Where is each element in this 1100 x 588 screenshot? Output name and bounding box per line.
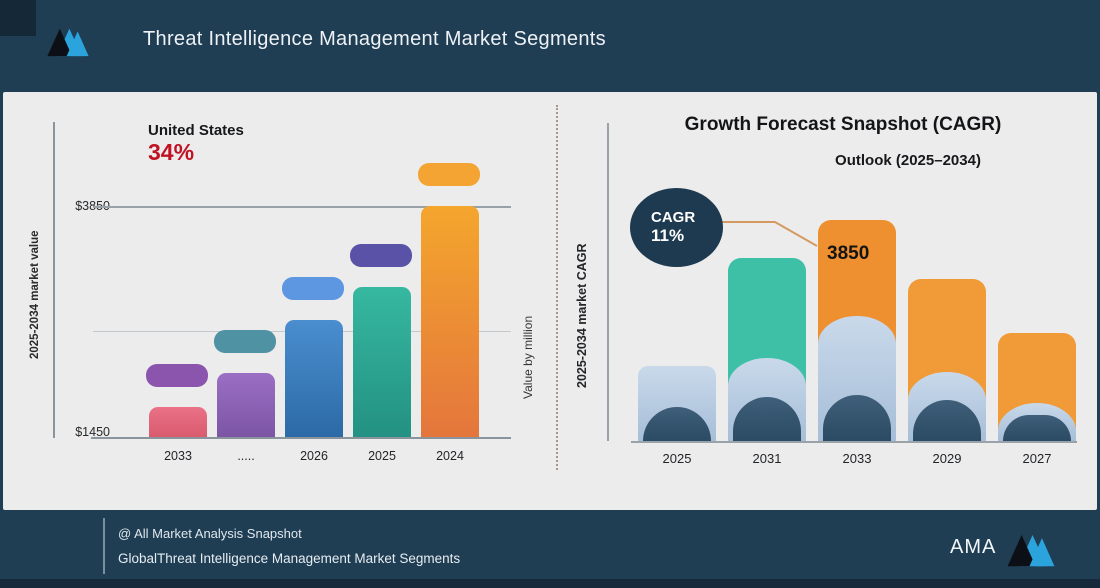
bar-group-2025: 2025: [350, 137, 412, 463]
value-by-million-label: Value by million: [521, 315, 535, 399]
x-tick-label: .....: [237, 449, 255, 463]
right-chart-title: Growth Forecast Snapshot (CAGR): [684, 114, 1002, 135]
bar-group-2024: 2024: [418, 137, 480, 463]
bar-group-.....: .....: [214, 137, 276, 463]
stacked-bar-group-2025: 2025: [638, 366, 716, 466]
left-x-axis-line: [91, 437, 511, 439]
footer-note: @ All Market Analysis Snapshot: [118, 526, 302, 541]
bar-group-2026: 2026: [282, 137, 344, 463]
cagr-badge-label: CAGR: [651, 209, 696, 226]
x-tick-label: 2025: [662, 451, 692, 466]
stacked-bar-group-2031: 2031: [728, 258, 806, 466]
bar-cap: [214, 330, 276, 353]
page-title: Threat Intelligence Management Market Se…: [143, 28, 606, 50]
ama-logo-icon: [47, 28, 89, 57]
x-tick-label: 2026: [300, 449, 328, 463]
footer-caption: GlobalThreat Intelligence Management Mar…: [118, 551, 461, 566]
bar: [353, 287, 411, 437]
bar-value-annotation: 3850: [827, 243, 870, 264]
corner-accent-square: [0, 0, 36, 36]
y-tick-3850: $3850: [58, 199, 110, 213]
base-segment: [1003, 415, 1071, 441]
footer-bar: @ All Market Analysis Snapshot GlobalThr…: [0, 510, 1100, 588]
x-tick-label: 2029: [932, 451, 962, 466]
bar: [421, 206, 479, 437]
chart-card: 2025-2034 market value $3850 $1450 Unite…: [3, 92, 1097, 510]
bar: [217, 373, 275, 437]
footer-brand-text: AMA: [950, 536, 997, 558]
header-bar: Threat Intelligence Management Market Se…: [0, 0, 1100, 92]
ama-footer-logo-icon: [1007, 534, 1055, 567]
left-chart-title: United States: [148, 122, 244, 139]
cagr-badge: CAGR 11%: [630, 188, 723, 267]
bar-cap: [282, 277, 344, 300]
bar-cap: [146, 364, 208, 387]
x-tick-label: 2031: [752, 451, 782, 466]
bar-group-2033: 2033: [146, 137, 208, 463]
footer-bottom-strip: [0, 579, 1100, 588]
us-chart-bars: 2033..... 2026 2025 2024: [146, 137, 480, 463]
stacked-bar-group-2029: 2029: [908, 279, 986, 466]
cagr-badge-value: 11%: [651, 226, 685, 245]
base-segment: [823, 395, 891, 441]
right-y-axis-title: 2025-2034 market CAGR: [575, 243, 589, 388]
bar-cap: [418, 163, 480, 186]
bar: [149, 407, 207, 437]
right-chart-subtitle: Outlook (2025–2034): [835, 152, 981, 169]
x-tick-label: 2033: [842, 451, 872, 466]
y-tick-1450: $1450: [75, 425, 110, 439]
left-y-axis-line: [53, 122, 55, 438]
footer-divider-line: [103, 518, 105, 574]
bar-cap: [350, 244, 412, 267]
x-tick-label: 2033: [164, 449, 192, 463]
stacked-bar-group-2033: 2033: [818, 220, 896, 466]
stacked-bar-group-2027: 2027: [998, 333, 1076, 466]
right-y-axis-line: [607, 123, 609, 441]
x-tick-label: 2027: [1022, 451, 1052, 466]
x-tick-label: 2024: [436, 449, 464, 463]
x-tick-label: 2025: [368, 449, 396, 463]
growth-chart-bars: 2025 2031 2033 2029 2027: [638, 220, 1076, 466]
left-chart-highlight-percent: 34%: [148, 139, 195, 165]
gridline-3850: [93, 206, 511, 208]
bar: [285, 320, 343, 437]
right-x-axis-line: [631, 441, 1077, 443]
panel-divider-dotted-line: [556, 105, 558, 470]
left-y-axis-title: 2025-2034 market value: [29, 230, 41, 359]
